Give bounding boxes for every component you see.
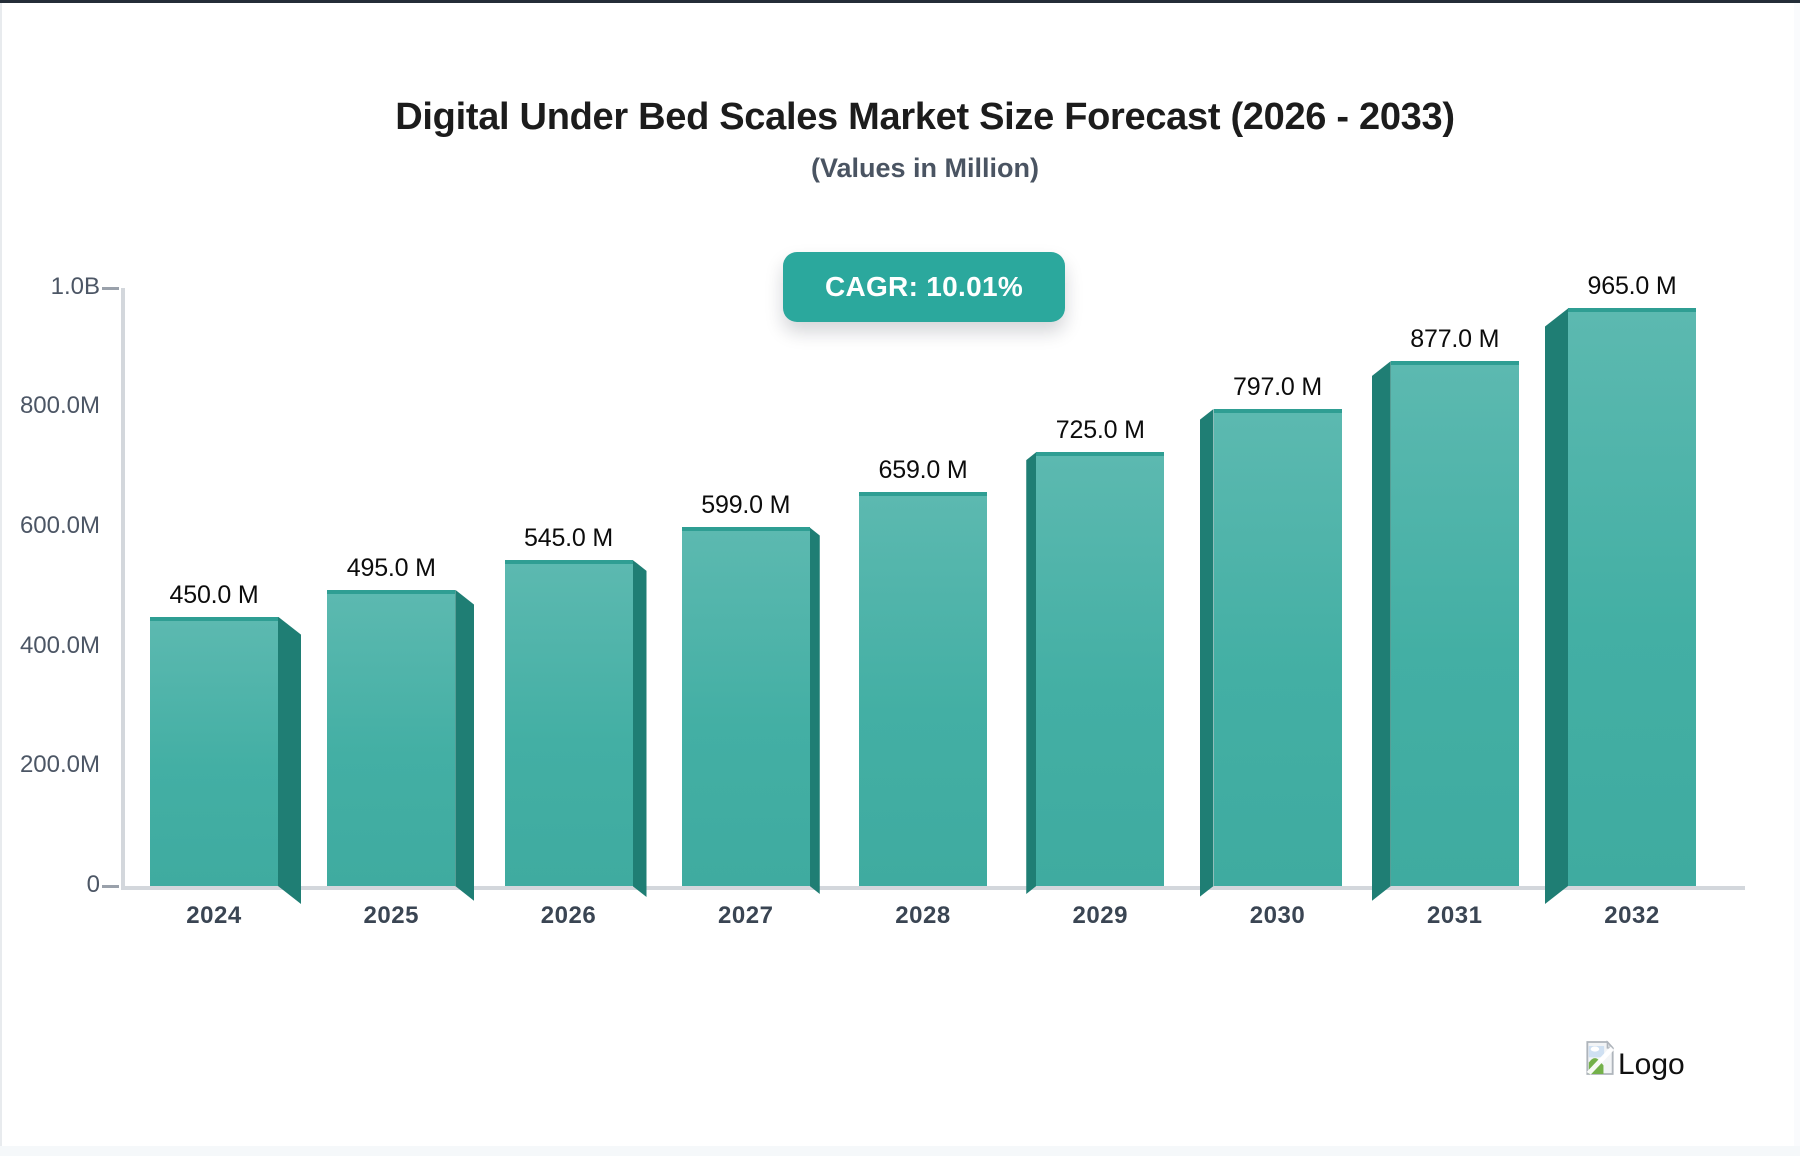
y-axis-line: [121, 287, 125, 890]
y-axis-label: 800.0M: [19, 392, 100, 420]
bar-2028[interactable]: [859, 491, 987, 886]
bar-2024[interactable]: [150, 616, 278, 886]
bar-2032[interactable]: [1568, 308, 1696, 886]
bar-side-2025: [455, 589, 475, 901]
bar-2026[interactable]: [504, 559, 633, 886]
bar-side-2026: [632, 559, 647, 897]
bar-value-label: 450.0 M: [169, 580, 259, 609]
broken-image-icon: [1584, 1040, 1616, 1081]
bottom-strip: [0, 1146, 1800, 1156]
logo: Logo: [1584, 1040, 1685, 1082]
chart-title: Digital Under Bed Scales Market Size For…: [395, 96, 1455, 138]
bar-side-2032: [1545, 308, 1568, 904]
bar-2029[interactable]: [1036, 452, 1165, 886]
y-axis-label: 400.0M: [19, 631, 100, 659]
bar-side-2030: [1199, 408, 1214, 897]
bar-value-label: 545.0 M: [524, 523, 613, 552]
bar-value-label: 877.0 M: [1410, 325, 1500, 354]
chart-subtitle: (Values in Million): [810, 153, 1040, 183]
left-edge-line: [0, 3, 2, 1156]
bar-side-2024: [278, 616, 301, 904]
x-axis-label: 2028: [895, 902, 951, 929]
y-tick-mark: [102, 286, 119, 290]
x-axis-label: 2026: [540, 902, 597, 929]
bar-side-2029: [1026, 452, 1037, 894]
x-axis-label: 2025: [363, 902, 419, 929]
bar-2025[interactable]: [327, 589, 456, 886]
bar-value-label: 797.0 M: [1233, 372, 1322, 401]
top-edge-line: [0, 0, 1800, 3]
bar-side-2031: [1371, 361, 1391, 901]
bar-2027[interactable]: [681, 527, 810, 886]
y-tick-mark: [102, 885, 119, 888]
x-axis-label: 2027: [718, 902, 774, 929]
bar-value-label: 495.0 M: [346, 553, 436, 582]
logo-text: Logo: [1618, 1048, 1685, 1081]
x-axis-label: 2024: [186, 902, 242, 929]
chart-header: Digital Under Bed Scales Market Size For…: [25, 96, 1800, 184]
bar-value-label: 965.0 M: [1587, 272, 1677, 301]
y-axis-label: 600.0M: [19, 511, 100, 539]
right-edge-line: [1794, 3, 1800, 1156]
bar-2031[interactable]: [1390, 361, 1519, 886]
y-axis-label: 200.0M: [19, 751, 100, 779]
bar-2030[interactable]: [1213, 408, 1342, 886]
x-axis-label: 2032: [1604, 902, 1660, 929]
y-axis-label: 0: [86, 871, 100, 898]
x-axis-label: 2030: [1249, 902, 1306, 929]
x-axis-label: 2029: [1072, 902, 1128, 929]
x-axis-line: [121, 886, 1745, 890]
cagr-badge: CAGR: 10.01%: [783, 252, 1065, 322]
bar-value-label: 725.0 M: [1055, 416, 1145, 445]
y-axis-label: 1.0B: [50, 272, 100, 300]
x-axis-label: 2031: [1427, 902, 1483, 929]
bar-value-label: 599.0 M: [701, 491, 791, 520]
bar-side-2027: [809, 527, 820, 894]
bar-value-label: 659.0 M: [878, 455, 968, 484]
